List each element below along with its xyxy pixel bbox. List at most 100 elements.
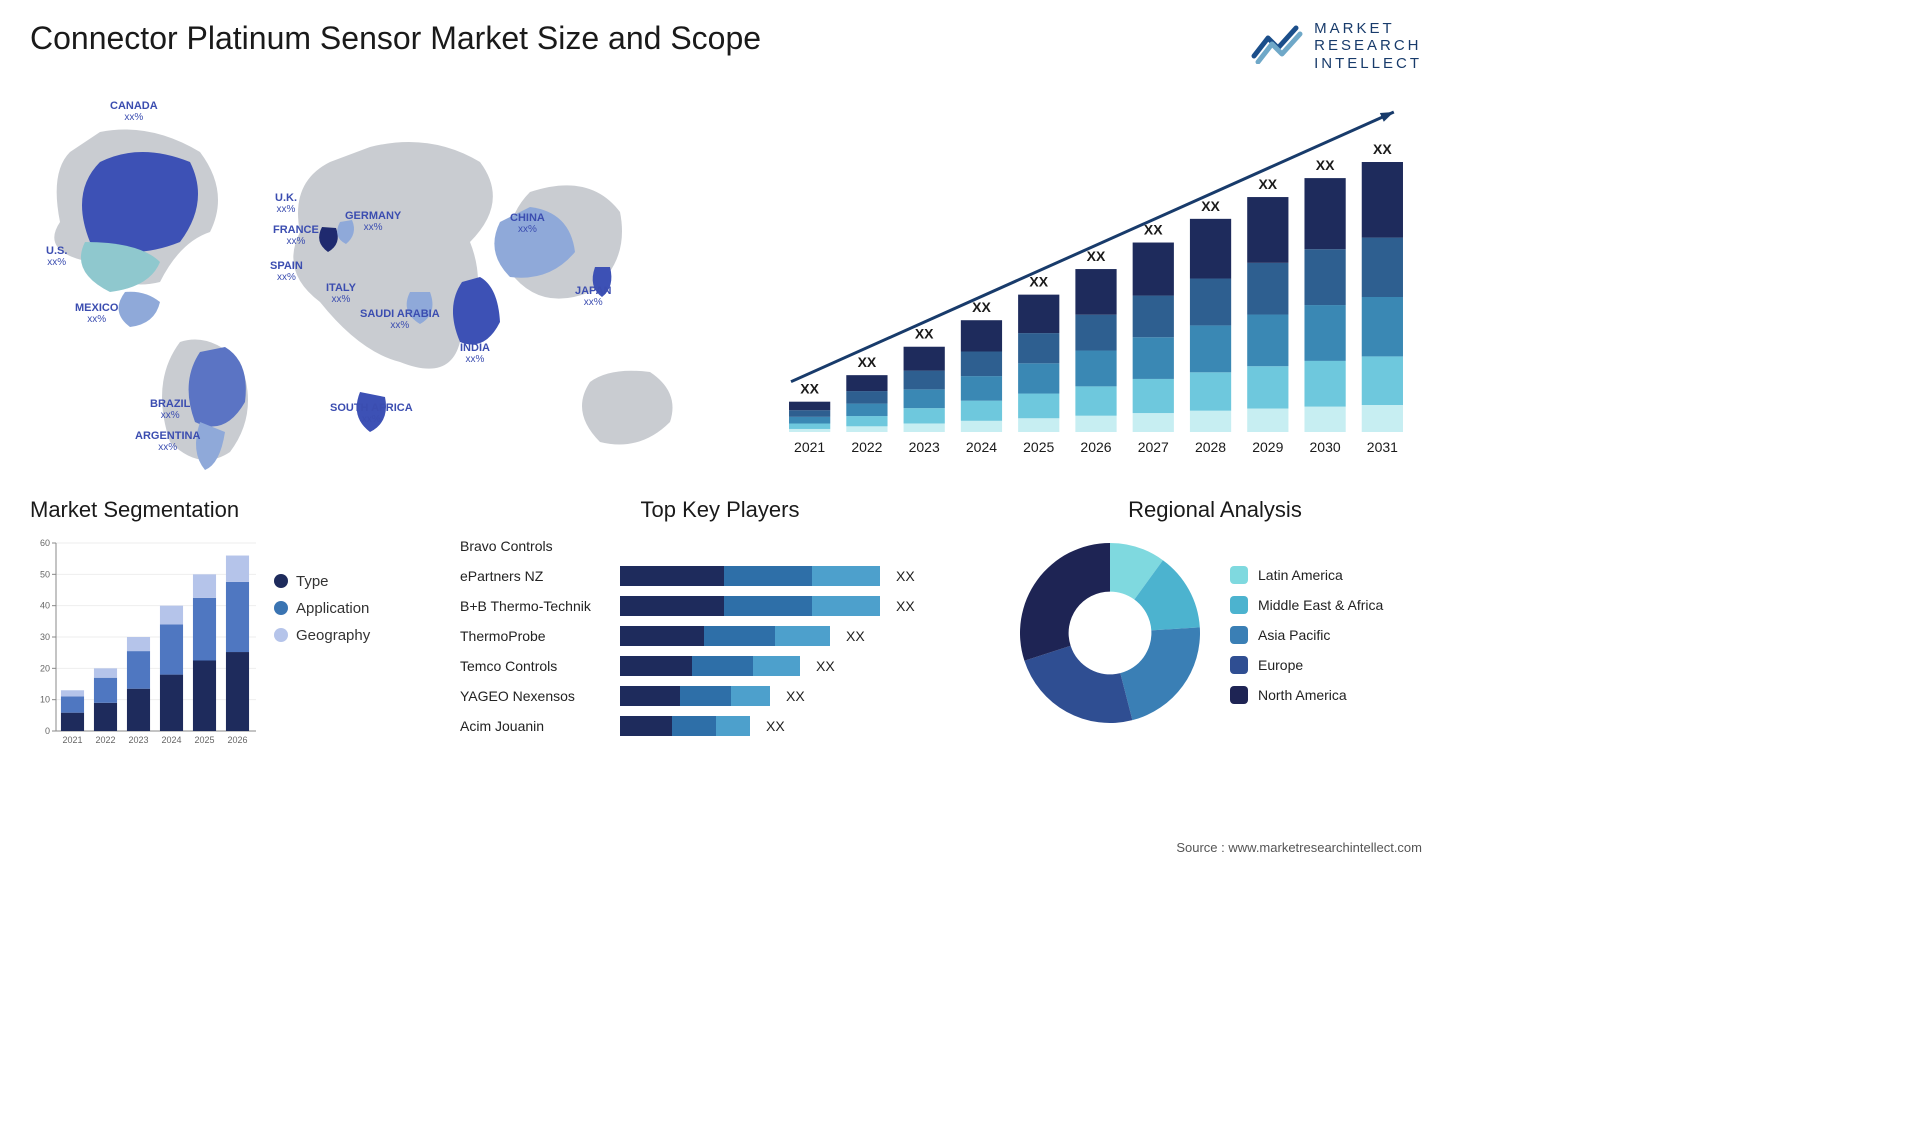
map-label: FRANCExx% — [273, 224, 319, 247]
player-value: XX — [816, 658, 835, 674]
map-label: JAPANxx% — [575, 285, 611, 308]
player-value: XX — [766, 718, 785, 734]
svg-text:0: 0 — [45, 726, 50, 736]
player-bar — [620, 656, 800, 676]
regional-donut — [1010, 533, 1210, 738]
player-name: Acim Jouanin — [460, 718, 610, 734]
logo-line3: INTELLECT — [1314, 55, 1422, 72]
legend-item: Middle East & Africa — [1230, 596, 1383, 614]
player-bar — [620, 626, 830, 646]
map-label: INDIAxx% — [460, 342, 490, 365]
world-map: CANADAxx% U.S.xx% MEXICOxx% BRAZILxx% ARGENT… — [30, 92, 730, 472]
player-value: XX — [846, 628, 865, 644]
player-row: Bravo Controls — [460, 533, 980, 559]
logo-line2: RESEARCH — [1314, 37, 1422, 54]
legend-item: North America — [1230, 686, 1383, 704]
svg-text:20: 20 — [40, 663, 50, 673]
map-label: ITALYxx% — [326, 282, 356, 305]
svg-text:XX: XX — [1316, 157, 1335, 173]
player-value: XX — [786, 688, 805, 704]
map-label: U.K.xx% — [275, 192, 297, 215]
map-label: MEXICOxx% — [75, 302, 118, 325]
svg-text:50: 50 — [40, 569, 50, 579]
map-label: CHINAxx% — [510, 212, 545, 235]
map-label: SOUTH AFRICAxx% — [330, 402, 413, 425]
player-name: ThermoProbe — [460, 628, 610, 644]
source-text: Source : www.marketresearchintellect.com — [1176, 840, 1422, 855]
player-name: B+B Thermo-Technik — [460, 598, 610, 614]
segmentation-legend: Type Application Geography — [274, 573, 370, 758]
svg-text:2025: 2025 — [194, 735, 214, 745]
players-title: Top Key Players — [460, 497, 980, 523]
svg-text:2024: 2024 — [161, 735, 181, 745]
player-bar — [620, 686, 770, 706]
svg-text:XX: XX — [972, 299, 991, 315]
svg-text:2030: 2030 — [1310, 439, 1341, 455]
player-row: YAGEO Nexensos XX — [460, 683, 980, 709]
segmentation-title: Market Segmentation — [30, 497, 430, 523]
legend-item: Asia Pacific — [1230, 626, 1383, 644]
svg-text:2022: 2022 — [95, 735, 115, 745]
player-name: ePartners NZ — [460, 568, 610, 584]
svg-text:2026: 2026 — [227, 735, 247, 745]
player-bar — [620, 716, 750, 736]
svg-text:2026: 2026 — [1080, 439, 1111, 455]
svg-text:10: 10 — [40, 694, 50, 704]
player-row: Acim Jouanin XX — [460, 713, 980, 739]
growth-chart: XX 2021 XX 2022 XX 2023 XX 2024 XX 2025 XX 2026 XX 20… — [760, 92, 1422, 477]
page-title: Connector Platinum Sensor Market Size an… — [30, 20, 761, 57]
legend-item: Europe — [1230, 656, 1383, 674]
legend-item: Latin America — [1230, 566, 1383, 584]
segmentation-chart: 0 10 20 30 40 50 60 2021 2022 2023 2024 2025 2026 — [30, 533, 260, 758]
svg-text:2023: 2023 — [909, 439, 940, 455]
svg-text:2025: 2025 — [1023, 439, 1054, 455]
svg-text:2028: 2028 — [1195, 439, 1226, 455]
map-label: U.S.xx% — [46, 245, 67, 268]
player-row: ThermoProbe XX — [460, 623, 980, 649]
legend-item: Geography — [274, 627, 370, 644]
svg-text:2029: 2029 — [1252, 439, 1283, 455]
svg-text:XX: XX — [858, 354, 877, 370]
svg-text:2023: 2023 — [128, 735, 148, 745]
svg-text:30: 30 — [40, 632, 50, 642]
svg-text:XX: XX — [1029, 273, 1048, 289]
svg-text:XX: XX — [1201, 198, 1220, 214]
map-label: CANADAxx% — [110, 100, 158, 123]
svg-text:2021: 2021 — [62, 735, 82, 745]
svg-text:2024: 2024 — [966, 439, 997, 455]
brand-logo: MARKET RESEARCH INTELLECT — [1250, 20, 1422, 72]
player-name: Bravo Controls — [460, 538, 610, 554]
logo-icon — [1250, 22, 1306, 69]
legend-item: Type — [274, 573, 370, 590]
player-name: YAGEO Nexensos — [460, 688, 610, 704]
players-list: Bravo ControlsePartners NZXXB+B Thermo-T… — [460, 533, 980, 739]
svg-text:XX: XX — [1373, 141, 1392, 157]
svg-text:XX: XX — [800, 380, 819, 396]
svg-text:60: 60 — [40, 538, 50, 548]
svg-text:2022: 2022 — [851, 439, 882, 455]
map-label: SPAINxx% — [270, 260, 303, 283]
player-value: XX — [896, 568, 915, 584]
player-name: Temco Controls — [460, 658, 610, 674]
regional-legend: Latin America Middle East & Africa Asia Pa… — [1230, 566, 1383, 704]
svg-text:2031: 2031 — [1367, 439, 1398, 455]
map-label: BRAZILxx% — [150, 398, 190, 421]
player-bar — [620, 566, 880, 586]
player-value: XX — [896, 598, 915, 614]
legend-item: Application — [274, 600, 370, 617]
map-label: GERMANYxx% — [345, 210, 401, 233]
map-label: ARGENTINAxx% — [135, 430, 200, 453]
svg-text:XX: XX — [1258, 176, 1277, 192]
svg-text:2021: 2021 — [794, 439, 825, 455]
player-row: Temco Controls XX — [460, 653, 980, 679]
map-label: SAUDI ARABIAxx% — [360, 308, 440, 331]
svg-text:XX: XX — [915, 325, 934, 341]
svg-text:40: 40 — [40, 600, 50, 610]
player-row: B+B Thermo-Technik XX — [460, 593, 980, 619]
logo-line1: MARKET — [1314, 20, 1422, 37]
svg-text:2027: 2027 — [1138, 439, 1169, 455]
player-bar — [620, 596, 880, 616]
svg-text:XX: XX — [1087, 248, 1106, 264]
player-row: ePartners NZ XX — [460, 563, 980, 589]
regional-title: Regional Analysis — [1010, 497, 1420, 523]
